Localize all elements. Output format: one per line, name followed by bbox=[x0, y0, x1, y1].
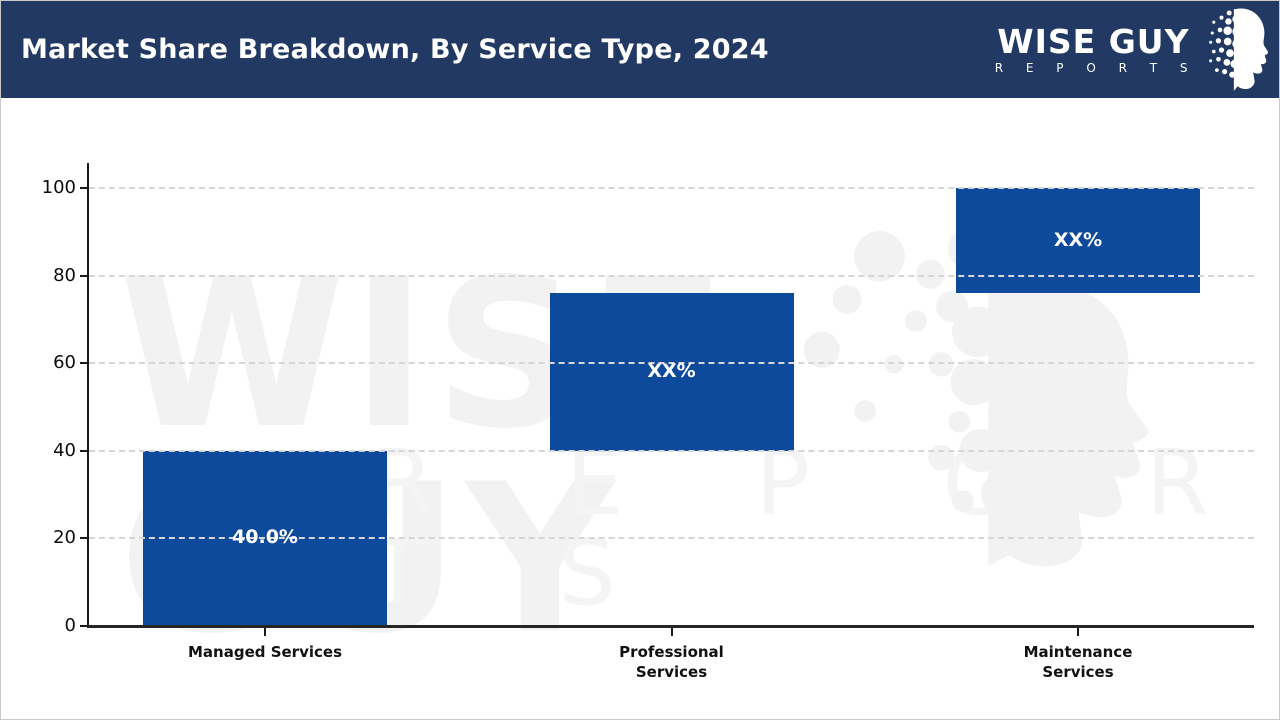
header-bar: Market Share Breakdown, By Service Type,… bbox=[1, 1, 1279, 98]
x-tick bbox=[670, 628, 673, 636]
bar-value-label: 40.0% bbox=[232, 526, 298, 549]
wise-guy-logo: WISE GUY R E P O R T S bbox=[990, 6, 1269, 94]
gridline-20 bbox=[89, 537, 1254, 540]
logo-face-icon bbox=[1209, 7, 1268, 91]
page-title: Market Share Breakdown, By Service Type,… bbox=[21, 34, 769, 65]
x-category-label: Managed Services bbox=[135, 642, 395, 662]
logo-text: WISE GUY R E P O R T S bbox=[990, 25, 1197, 74]
bar-value-label: XX% bbox=[647, 359, 696, 382]
y-tick bbox=[80, 187, 88, 189]
logo-wordmark: WISE GUY bbox=[997, 22, 1190, 61]
y-tick bbox=[80, 537, 88, 540]
y-tick-label: 60 bbox=[53, 352, 76, 374]
x-category-label-line: Professional bbox=[619, 643, 724, 661]
gridline-80 bbox=[89, 274, 1254, 277]
logo-subtitle: R E P O R T S bbox=[994, 61, 1197, 75]
y-tick-label: 100 bbox=[41, 177, 76, 198]
y-tick bbox=[80, 625, 88, 627]
y-tick-label: 80 bbox=[53, 264, 76, 286]
x-category-label-line: Maintenance bbox=[1023, 643, 1133, 661]
gridline-60 bbox=[89, 362, 1254, 365]
y-axis bbox=[87, 163, 89, 628]
x-category-label: Professional Services bbox=[542, 642, 802, 682]
gridline-40 bbox=[89, 449, 1254, 452]
x-tick bbox=[264, 628, 266, 636]
y-tick-label: 40 bbox=[53, 439, 76, 461]
bar-professional-services bbox=[549, 293, 794, 451]
y-tick bbox=[80, 362, 88, 365]
x-category-label: Maintenance Services bbox=[948, 642, 1208, 682]
x-axis bbox=[87, 625, 1254, 628]
y-tick bbox=[80, 274, 88, 277]
x-tick bbox=[1077, 628, 1079, 636]
y-tick-label: 20 bbox=[53, 527, 76, 549]
y-tick bbox=[80, 449, 88, 452]
x-category-label-line: Managed Services bbox=[187, 643, 342, 661]
bar-value-label: XX% bbox=[1053, 228, 1103, 251]
x-category-label-line: Services bbox=[635, 663, 708, 681]
watermark-face-icon bbox=[803, 227, 1149, 567]
gridline-100 bbox=[89, 187, 1254, 189]
y-tick-label: 0 bbox=[64, 615, 76, 636]
x-category-label-line: Services bbox=[1042, 663, 1114, 681]
